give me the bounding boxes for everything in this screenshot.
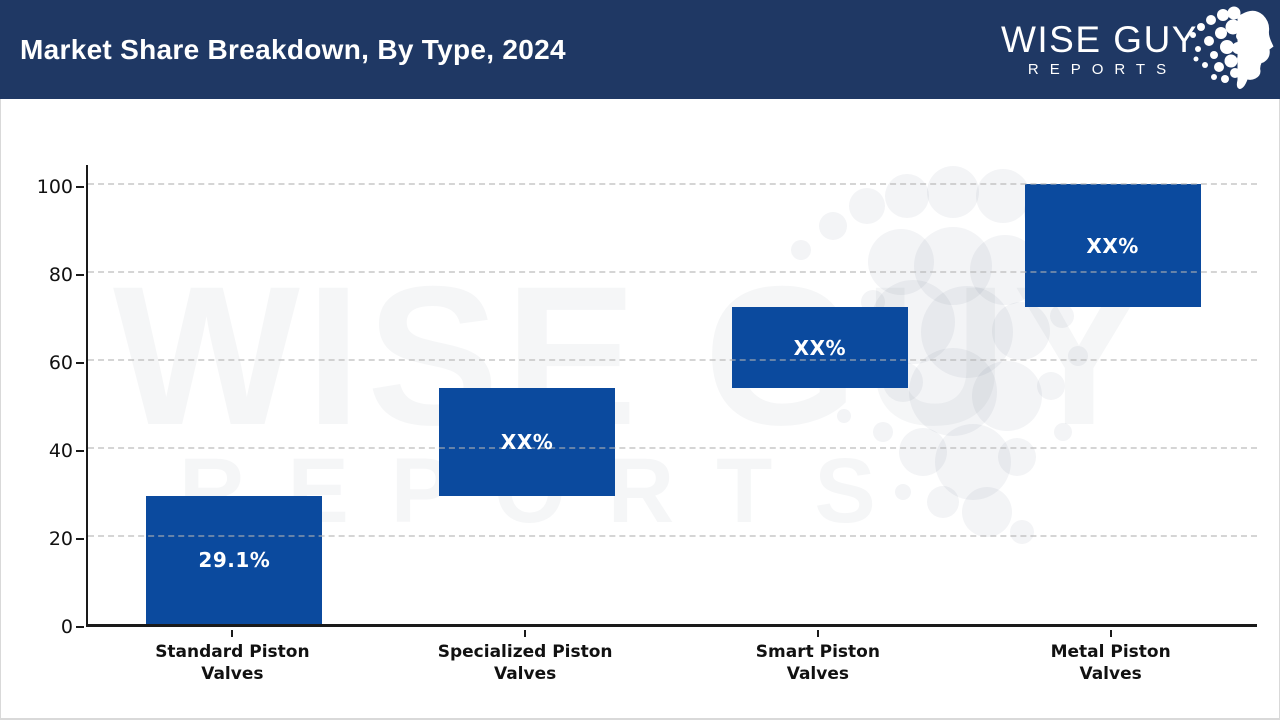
- wise-guy-logo: WISE GUY REPORTS: [1001, 0, 1276, 99]
- gridline-y-60: [88, 359, 1257, 362]
- x-tick-mark: [231, 630, 234, 637]
- bar-segment-3: [731, 307, 908, 389]
- x-category-label: Metal Piston Valves: [1050, 642, 1171, 685]
- gridline-y-100: [88, 183, 1257, 186]
- y-tick-label: 80: [48, 264, 73, 287]
- page-title: Market Share Breakdown, By Type, 2024: [20, 33, 566, 65]
- y-tick-mark: [76, 626, 84, 628]
- bar-segment-1: [146, 496, 323, 624]
- gridline-y-80: [88, 271, 1257, 274]
- x-tick-mark: [1109, 630, 1112, 637]
- x-category-label: Smart Piston Valves: [755, 642, 880, 685]
- x-category-label: Specialized Piston Valves: [437, 642, 613, 685]
- y-tick-mark: [76, 450, 84, 453]
- y-tick-mark: [76, 362, 84, 365]
- y-tick-mark: [76, 274, 84, 277]
- y-tick-label: 0: [60, 616, 73, 638]
- bar-segment-2: [439, 388, 616, 497]
- bar-value-label: XX%: [793, 335, 847, 360]
- plot-area: 29.1% XX% XX% XX%: [86, 165, 1257, 627]
- header: Market Share Breakdown, By Type, 2024 WI…: [0, 0, 1280, 99]
- x-tick-mark: [816, 630, 819, 637]
- bar-value-label: XX%: [500, 430, 554, 455]
- bar-segment-4: [1024, 184, 1201, 308]
- y-tick-mark: [76, 186, 84, 189]
- x-category-label: Standard Piston Valves: [155, 642, 310, 685]
- logo-text: WISE GUY REPORTS: [1000, 18, 1198, 79]
- y-tick-label: 40: [48, 440, 73, 463]
- chart-canvas: WISE GUY REPORTS 29.1%XX%XX%XX% 02040608…: [0, 99, 1280, 720]
- y-tick-label: 60: [48, 352, 73, 375]
- bar-value-label: 29.1%: [198, 548, 271, 573]
- gridline-y-40: [88, 447, 1257, 450]
- logo-subtext: REPORTS: [1027, 61, 1178, 79]
- bar-value-label: XX%: [1086, 233, 1139, 258]
- y-tick-label: 100: [36, 176, 73, 199]
- logo-face-icon: [1190, 6, 1274, 89]
- gridline-y-20: [88, 535, 1257, 538]
- y-tick-mark: [76, 538, 84, 541]
- logo-wordmark: WISE GUY: [1000, 18, 1198, 60]
- y-tick-label: 20: [48, 528, 73, 551]
- x-tick-mark: [524, 630, 527, 637]
